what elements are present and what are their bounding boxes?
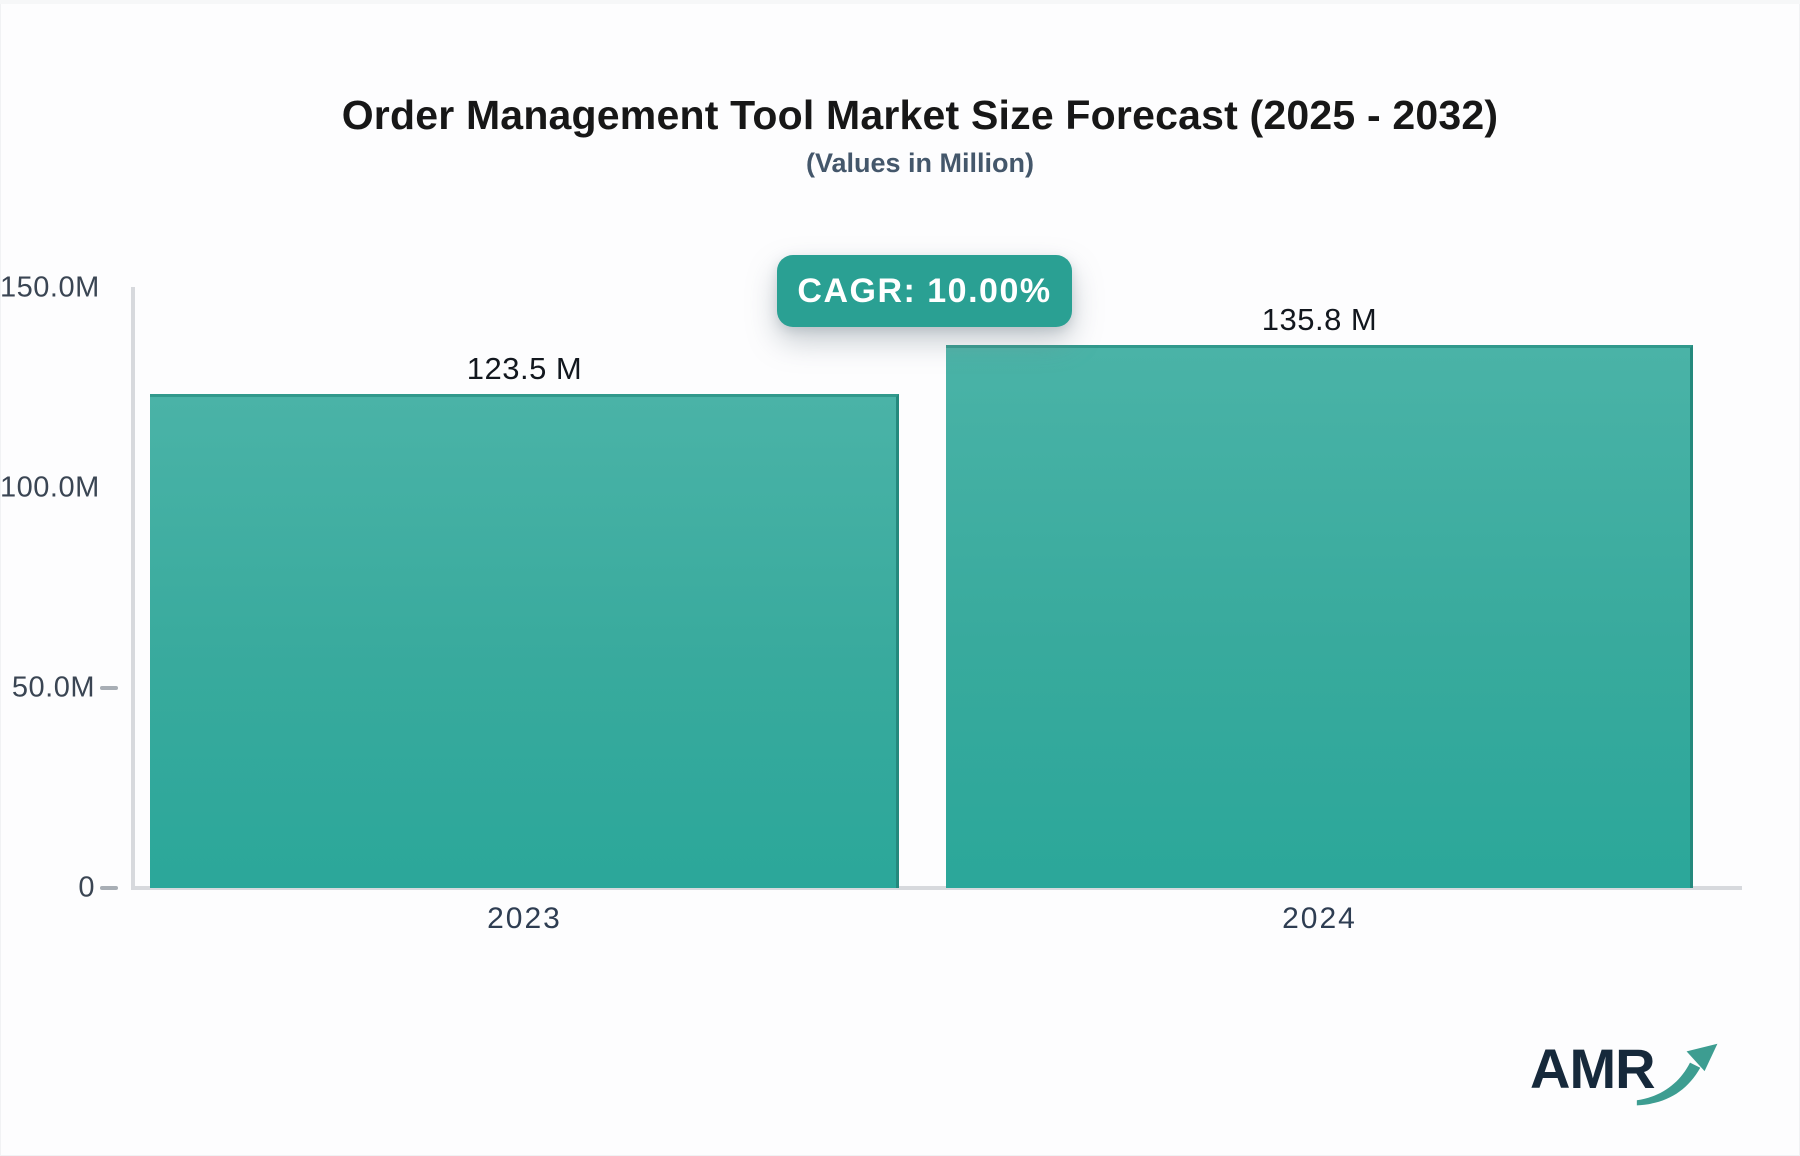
cagr-badge: CAGR: 10.00% (777, 255, 1072, 327)
page-top-strip (0, 0, 1800, 4)
y-tick-label: 150.0M (0, 271, 100, 304)
amr-logo-text: AMR (1530, 1037, 1656, 1100)
chart-title: Order Management Tool Market Size Foreca… (341, 92, 1499, 138)
bar-value-label: 123.5 M (466, 351, 583, 386)
y-tick-label: 100.0M (0, 471, 100, 504)
bar-value-label: 135.8 M (1261, 301, 1378, 337)
x-category-label: 2023 (487, 902, 562, 935)
chart-subtitle: (Values in Million) (805, 148, 1035, 178)
bar-2024 (946, 344, 1693, 888)
y-tick-dash (100, 686, 118, 690)
growth-arrow-icon (1636, 1043, 1718, 1106)
y-tick-label: 0 (78, 871, 95, 904)
x-axis-line (131, 886, 1742, 890)
y-tick-label: 50.0M (11, 671, 95, 704)
bar-2023 (150, 394, 899, 888)
x-category-label: 2024 (1282, 902, 1357, 935)
y-tick-dash (100, 886, 118, 890)
amr-logo: AMR (1522, 1028, 1722, 1118)
y-axis-line (131, 287, 135, 888)
